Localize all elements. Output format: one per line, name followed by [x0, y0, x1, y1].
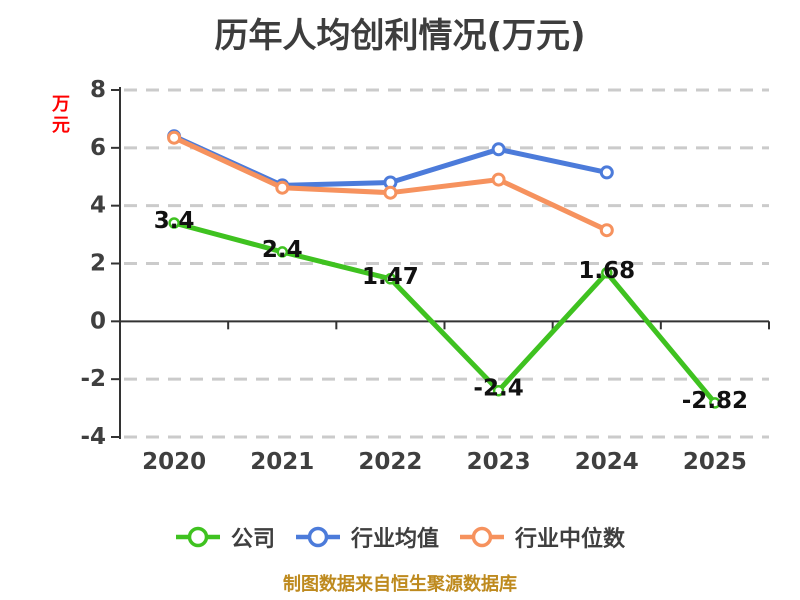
legend-marker-company-icon [175, 526, 220, 548]
source-note: 制图数据来自恒生聚源数据库 [283, 574, 517, 595]
x-category-label-2020: 2020 [142, 449, 206, 475]
legend-item-company[interactable]: 公司 [175, 521, 275, 553]
x-category-label-2024: 2024 [575, 449, 639, 475]
industry-median-point-2020 [167, 130, 182, 145]
industry-average-point-2024 [599, 165, 614, 180]
legend-label-industry-average: 行业均值 [350, 527, 439, 552]
company-point-2025 [709, 397, 721, 409]
company-point-2021 [276, 246, 289, 258]
series-line-company [171, 220, 718, 406]
x-category-label-2021: 2021 [250, 449, 314, 475]
company-point-2020 [168, 217, 180, 229]
y-tick-label-2: 2 [90, 251, 106, 277]
legend-marker-industry-average-icon [295, 526, 340, 548]
legend-label-company: 公司 [230, 527, 275, 552]
legend-item-industry-median[interactable]: 行业中位数 [459, 521, 625, 553]
industry-median-point-2022 [383, 185, 398, 200]
y-tick-label-6: 6 [90, 135, 106, 161]
x-category-label-2022: 2022 [358, 449, 422, 475]
y-tick-label-4: 4 [90, 193, 106, 219]
legend-label-industry-median: 行业中位数 [515, 527, 626, 552]
chart-legend: 公司 行业均值 行业中位数 [0, 521, 800, 553]
company-data-label-2020: 3.4 [154, 208, 195, 234]
company-data-label-2023: -2.4 [473, 376, 523, 402]
company-data-label-2021: 2.4 [262, 237, 303, 263]
company-data-label-2025: -2.82 [682, 388, 748, 414]
company-data-label-2022: 1.47 [362, 264, 419, 290]
company-data-label-2024: 1.68 [578, 258, 635, 284]
y-tick-label-8: 8 [90, 77, 106, 103]
company-point-2022 [384, 273, 397, 285]
y-tick-label-0: 0 [90, 308, 106, 334]
y-axis-unit-label: 万元 [49, 94, 70, 136]
legend-item-industry-average[interactable]: 行业均值 [295, 521, 439, 553]
company-point-2024 [601, 267, 613, 279]
industry-median-point-2023 [491, 172, 506, 187]
company-point-2023 [492, 384, 505, 397]
industry-median-point-2024 [599, 223, 614, 238]
industry-median-point-2021 [275, 180, 290, 195]
x-category-label-2023: 2023 [467, 449, 531, 475]
legend-marker-industry-median-icon [460, 526, 504, 548]
x-category-label-2025: 2025 [683, 449, 747, 475]
y-tick-label--2: -2 [80, 366, 106, 392]
chart-title: 历年人均创利情况(万元) [214, 16, 586, 56]
industry-average-point-2023 [491, 142, 506, 157]
y-tick-label--4: -4 [80, 424, 106, 450]
